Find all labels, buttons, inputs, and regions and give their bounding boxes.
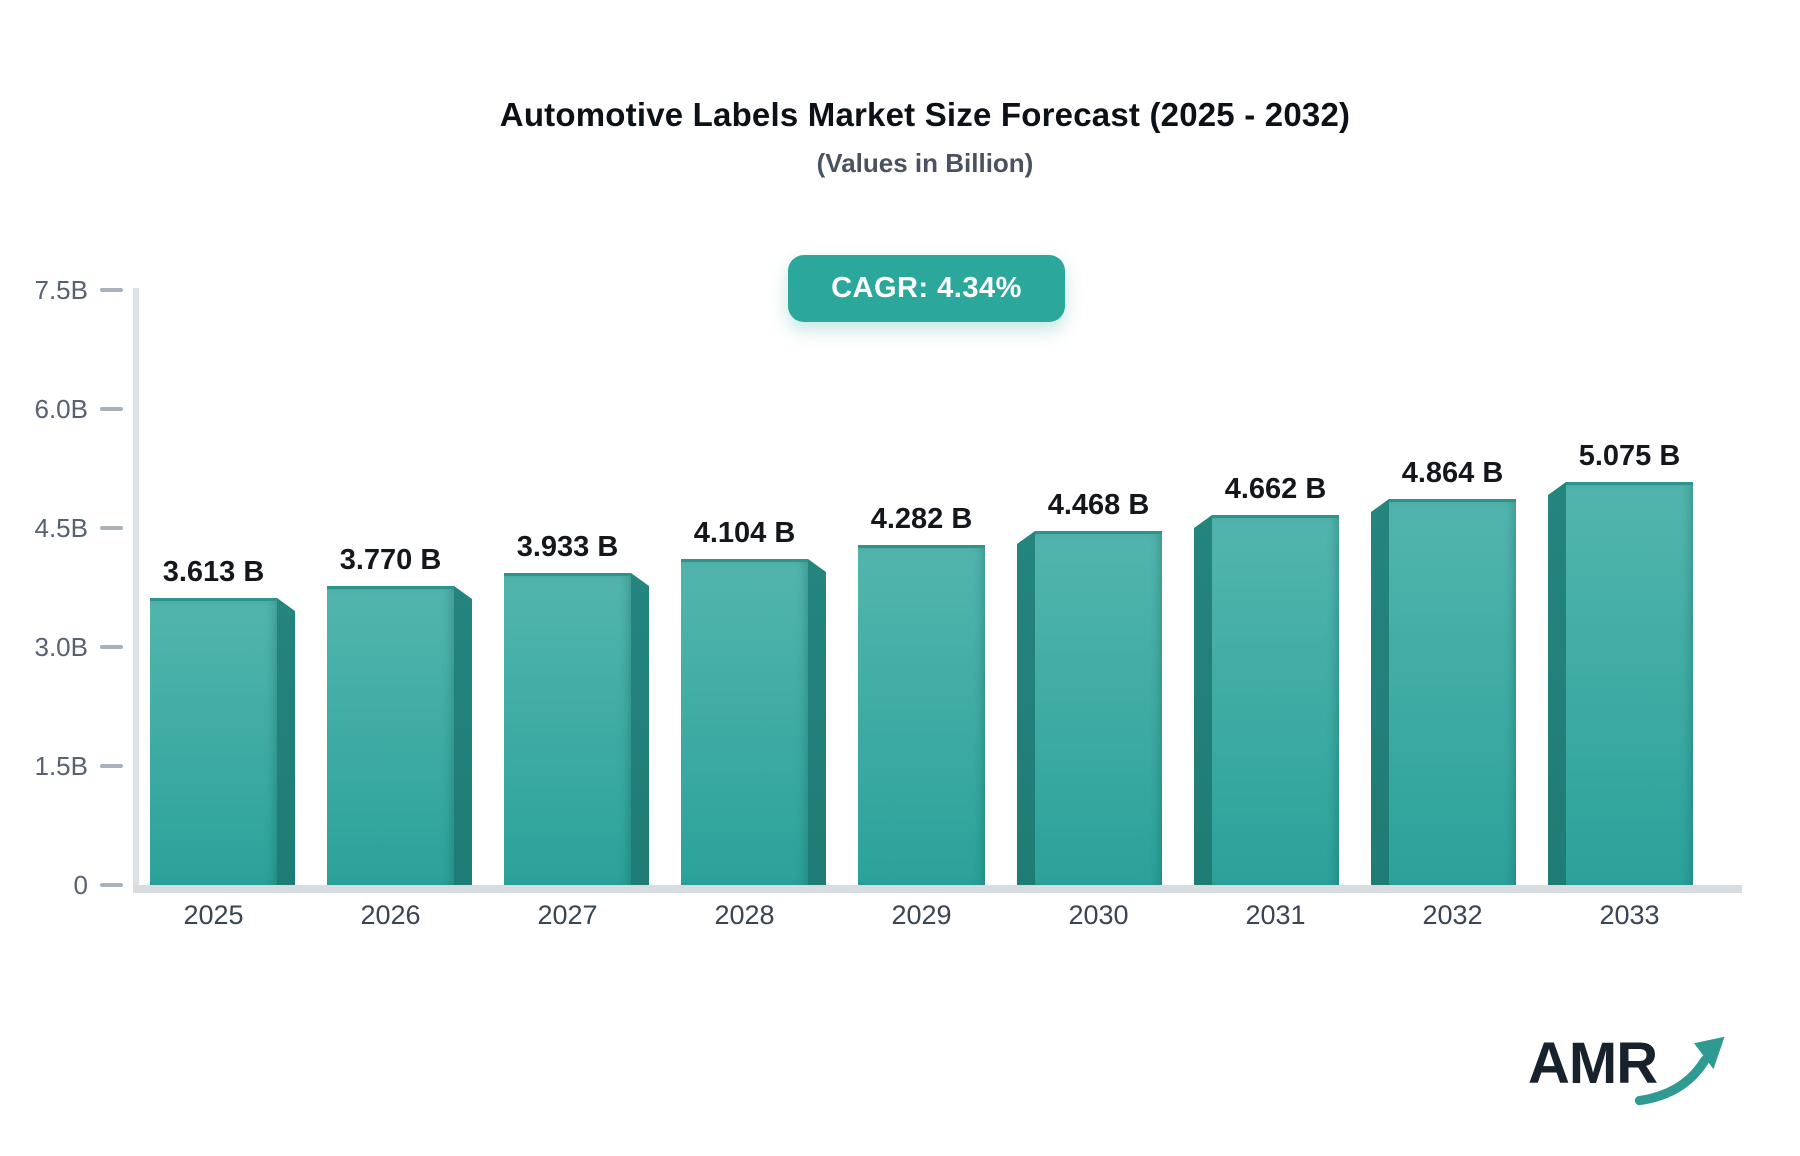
bar-3d-side (277, 598, 295, 885)
bar-value-label: 3.613 B (162, 556, 265, 588)
y-tick-label: 0 (73, 870, 88, 900)
cagr-badge: CAGR: 4.34% (788, 255, 1065, 322)
x-axis-label: 2026 (360, 900, 421, 930)
bar-value-label: 5.075 B (1578, 440, 1681, 472)
amr-logo: AMR (1528, 1030, 1738, 1120)
x-axis-baseline (133, 885, 1742, 893)
cagr-badge-label: CAGR: 4.34% (831, 272, 1022, 304)
bar-2033 (1566, 482, 1693, 885)
y-tick-label: 4.5B (34, 513, 89, 543)
bar-3d-side (454, 586, 472, 885)
bar-2026 (327, 586, 454, 885)
logo-text: AMR (1528, 1031, 1658, 1096)
y-tick-mark (100, 288, 123, 292)
y-tick-mark (100, 645, 123, 649)
bar-2031 (1212, 515, 1339, 885)
bar-value-label: 3.770 B (339, 544, 442, 576)
y-tick-label: 1.5B (34, 751, 89, 781)
bar-value-label: 4.864 B (1401, 457, 1504, 489)
bar-3d-side (1017, 531, 1035, 885)
y-tick-label: 6.0B (34, 394, 89, 424)
bar-3d-side (631, 573, 649, 885)
bar-value-label: 4.282 B (870, 503, 973, 535)
y-axis-line (133, 288, 139, 885)
chart-subtitle: (Values in Billion) (816, 148, 1034, 178)
bar-2027 (504, 573, 631, 885)
bar-2030 (1035, 531, 1162, 885)
y-tick-label: 7.5B (34, 275, 89, 305)
bar-2025 (150, 598, 277, 885)
x-axis-label: 2033 (1599, 900, 1660, 930)
bar-3d-side (1371, 499, 1389, 885)
x-axis-label: 2030 (1068, 900, 1129, 930)
x-axis-label: 2025 (183, 900, 244, 930)
x-axis-label: 2031 (1245, 900, 1306, 930)
y-tick-mark (100, 883, 123, 887)
bar-2029 (858, 545, 985, 885)
x-axis-label: 2027 (537, 900, 598, 930)
bar-value-label: 3.933 B (516, 531, 619, 563)
chart-title: Automotive Labels Market Size Forecast (… (499, 96, 1351, 133)
y-tick-mark (100, 764, 123, 768)
bar-3d-side (1194, 515, 1212, 885)
chart-header: Automotive Labels Market Size Forecast (… (25, 0, 1800, 179)
bar-2028 (681, 559, 808, 885)
bar-2032 (1389, 499, 1516, 885)
y-tick-mark (100, 526, 123, 530)
trending-up-arrow-icon (1634, 1036, 1725, 1106)
bar-value-label: 4.662 B (1224, 473, 1327, 505)
bar-3d-side (1548, 482, 1566, 885)
y-tick-mark (100, 407, 123, 411)
x-axis-label: 2029 (891, 900, 952, 930)
bar-3d-side (808, 559, 826, 885)
bar-value-label: 4.468 B (1047, 489, 1150, 521)
bar-value-label: 4.104 B (693, 517, 796, 549)
y-tick-label: 3.0B (34, 632, 89, 662)
x-axis-label: 2032 (1422, 900, 1483, 930)
x-axis-label: 2028 (714, 900, 775, 930)
